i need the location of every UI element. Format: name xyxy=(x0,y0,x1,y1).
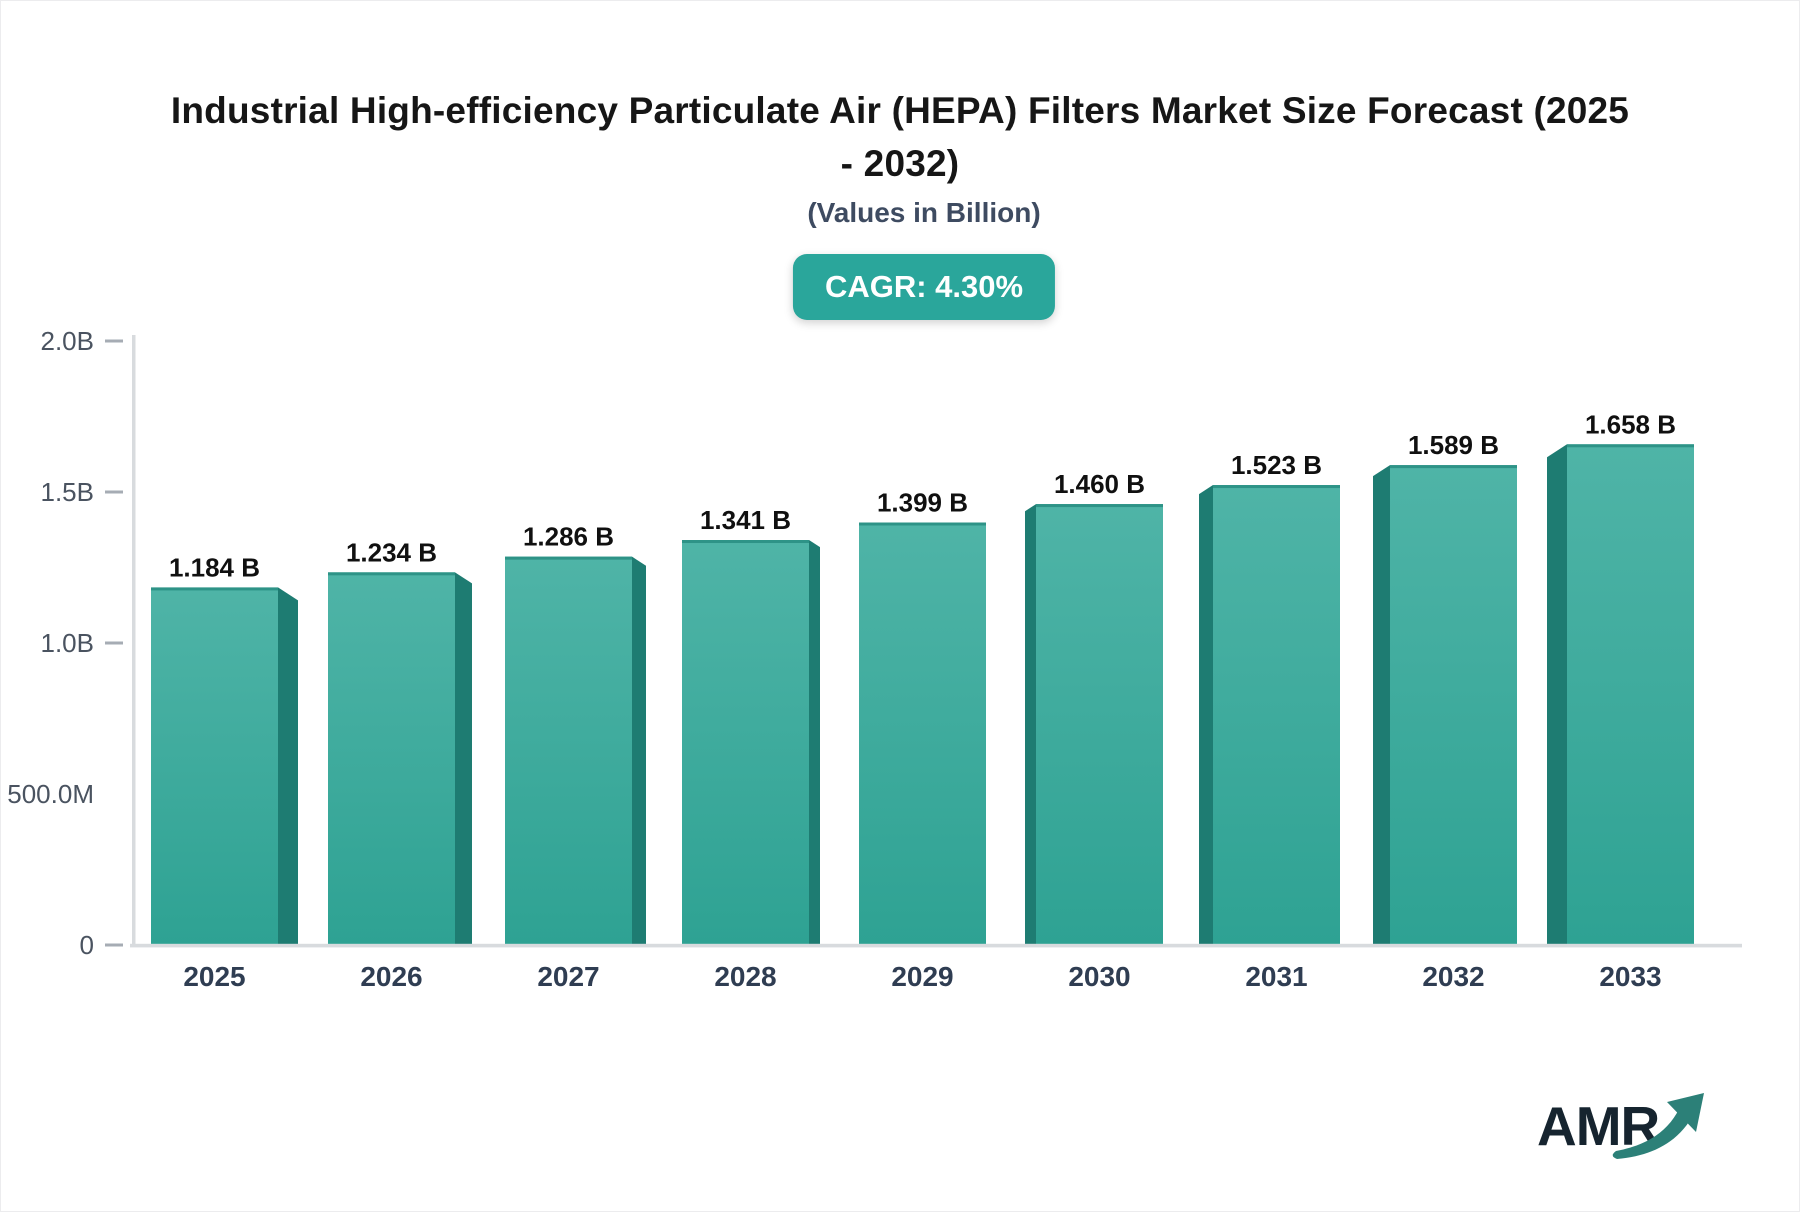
x-axis-label: 2028 xyxy=(714,961,776,992)
x-axis-label: 2026 xyxy=(360,961,422,992)
bar-side-face xyxy=(1373,465,1390,945)
y-axis-tick-label: 0 xyxy=(80,930,94,960)
bar-group-2031: 1.523 B 2031 xyxy=(1199,450,1340,992)
bar-top-edge xyxy=(328,572,455,576)
bar-value-label: 1.658 B xyxy=(1585,409,1676,439)
bar-top-edge xyxy=(151,587,278,591)
x-axis-label: 2027 xyxy=(537,961,599,992)
bar-face xyxy=(1567,444,1694,945)
bar-face xyxy=(859,522,986,945)
bar-value-label: 1.234 B xyxy=(346,537,437,567)
chart-subtitle: (Values in Billion) xyxy=(807,197,1041,228)
x-axis-label: 2031 xyxy=(1245,961,1307,992)
bar-top-edge xyxy=(1567,444,1694,448)
y-axis-tick-label: 1.5B xyxy=(41,477,95,507)
bar-group-2025: 1.184 B 2025 xyxy=(151,552,298,992)
x-axis-label: 2030 xyxy=(1068,961,1130,992)
bar-top-edge xyxy=(682,540,809,544)
bar-value-label: 1.523 B xyxy=(1231,450,1322,480)
bar-value-label: 1.286 B xyxy=(523,522,614,552)
bar-face xyxy=(1213,485,1340,945)
bar-group-2033: 1.658 B 2033 xyxy=(1547,409,1694,992)
bar-top-edge xyxy=(1036,504,1163,508)
bar-group-2027: 1.286 B 2027 xyxy=(505,522,646,992)
y-axis-tick-label: 2.0B xyxy=(41,326,95,356)
bar-value-label: 1.184 B xyxy=(169,552,260,582)
bar-side-face xyxy=(1199,485,1213,945)
bar-value-label: 1.460 B xyxy=(1054,469,1145,499)
bar-face xyxy=(505,556,632,945)
bar-side-face xyxy=(809,540,820,945)
x-axis-label: 2032 xyxy=(1422,961,1484,992)
bar-face xyxy=(1036,504,1163,945)
bar-top-edge xyxy=(505,556,632,560)
bar-face xyxy=(682,540,809,945)
bar-face xyxy=(1390,465,1517,945)
bar-group-2028: 1.341 B 2028 xyxy=(682,505,820,992)
bar-side-face xyxy=(278,587,298,945)
bar-group-2032: 1.589 B 2032 xyxy=(1373,430,1517,992)
x-axis-line xyxy=(130,943,1742,948)
amr-logo: AMR xyxy=(1529,1081,1789,1203)
bar-group-2026: 1.234 B 2026 xyxy=(328,537,472,992)
y-axis-tick-label: 1.0B xyxy=(41,628,95,658)
bar-top-edge xyxy=(859,522,986,526)
amr-logo-graphic: AMR xyxy=(1537,1093,1704,1159)
bar-side-face xyxy=(1547,444,1567,945)
amr-logo-arrow-icon xyxy=(1612,1093,1704,1159)
bar-value-label: 1.399 B xyxy=(877,488,968,518)
bar-top-edge xyxy=(1390,465,1517,469)
bar-group-2030: 1.460 B 2030 xyxy=(1025,469,1163,992)
x-axis-label: 2029 xyxy=(891,961,953,992)
x-axis-label: 2025 xyxy=(183,961,245,992)
bar-value-label: 1.589 B xyxy=(1408,430,1499,460)
chart-title: Industrial High-efficiency Particulate A… xyxy=(170,90,1630,184)
bar-value-label: 1.341 B xyxy=(700,505,791,535)
bar-face xyxy=(151,587,278,945)
bar-side-face xyxy=(455,572,472,945)
x-axis-label: 2033 xyxy=(1599,961,1661,992)
bar-side-face xyxy=(632,556,646,945)
bar-group-2029: 1.399 B 2029 xyxy=(859,488,986,992)
cagr-badge-label: CAGR: 4.30% xyxy=(824,269,1024,304)
bar-top-edge xyxy=(1213,485,1340,489)
y-axis-tick-label: 500.0M xyxy=(7,779,94,809)
cagr-badge: CAGR: 4.30% xyxy=(792,254,1056,320)
y-axis-line xyxy=(132,335,136,947)
bar-face xyxy=(328,572,455,945)
bar-side-face xyxy=(1025,504,1036,945)
